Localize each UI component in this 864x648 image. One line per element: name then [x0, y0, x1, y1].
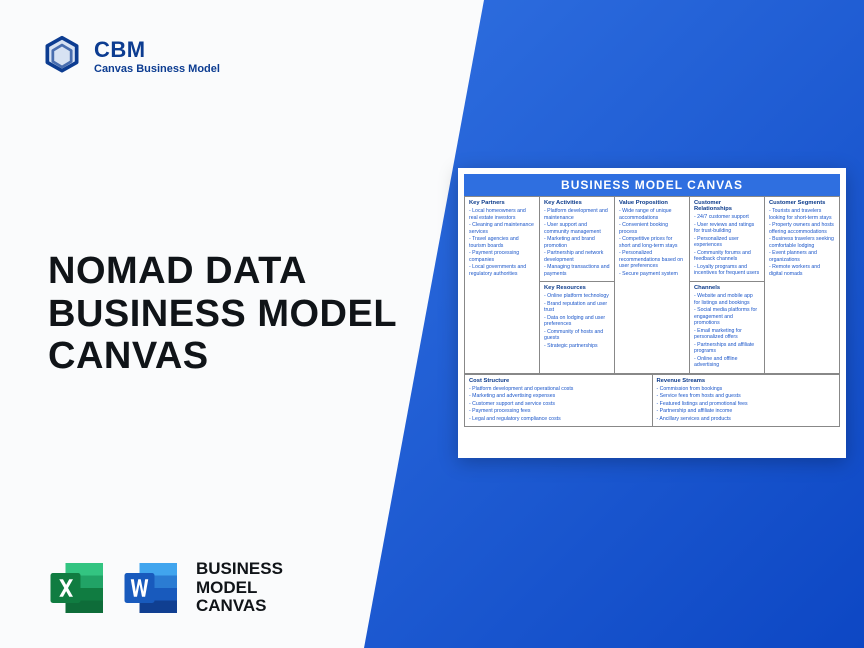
word-icon [122, 558, 182, 618]
list-item: Secure payment system [619, 271, 685, 278]
list-item: Cleaning and maintenance services [469, 222, 535, 235]
apps-label: BUSINESS MODEL CANVAS [196, 560, 283, 616]
list-item: Marketing and brand promotion [544, 236, 610, 249]
list-item: User support and community management [544, 222, 610, 235]
list-item: Event planners and organizations [769, 250, 835, 263]
list-item: Managing transactions and payments [544, 264, 610, 277]
label-revenue-streams: Revenue Streams [657, 378, 836, 384]
list-item: Convenient booking process [619, 222, 685, 235]
list-item: Brand reputation and user trust [544, 301, 610, 314]
canvas-document: BUSINESS MODEL CANVAS Key Partners Local… [458, 168, 846, 458]
list-item: Competitive prices for short and long-te… [619, 236, 685, 249]
label-key-partners: Key Partners [469, 200, 535, 206]
list-item: Wide range of unique accommodations [619, 208, 685, 221]
list-item: Partnership and network development [544, 250, 610, 263]
cell-key-partners: Key Partners Local homeowners and real e… [465, 197, 540, 374]
list-item: Local homeowners and real estate investo… [469, 208, 535, 221]
cell-value-proposition: Value Proposition Wide range of unique a… [615, 197, 690, 374]
label-channels: Channels [694, 285, 760, 291]
label-customer-relationships: Customer Relationships [694, 200, 760, 212]
list-item: Service fees from hosts and guests [657, 393, 836, 400]
list-item: User reviews and ratings for trust-build… [694, 222, 760, 235]
list-item: Travel agencies and tourism boards [469, 236, 535, 249]
list-item: Platform development and maintenance [544, 208, 610, 221]
list-item: Property owners and hosts offering accom… [769, 222, 835, 235]
headline-line-1: NOMAD DATA [48, 250, 397, 293]
apps-label-line-3: CANVAS [196, 597, 283, 616]
list-item: Marketing and advertising expenses [469, 393, 648, 400]
label-customer-segments: Customer Segments [769, 200, 835, 206]
list-item: Community forums and feedback channels [694, 250, 760, 263]
label-value-proposition: Value Proposition [619, 200, 685, 206]
list-item: Legal and regulatory compliance costs [469, 416, 648, 423]
label-key-activities: Key Activities [544, 200, 610, 206]
logo-abbr: CBM [94, 37, 220, 63]
list-item: Tourists and travelers looking for short… [769, 208, 835, 221]
list-item: Data on lodging and user preferences [544, 315, 610, 328]
label-key-resources: Key Resources [544, 285, 610, 291]
headline-line-2: BUSINESS MODEL [48, 293, 397, 336]
label-cost-structure: Cost Structure [469, 378, 648, 384]
app-icons-row: BUSINESS MODEL CANVAS [48, 558, 283, 618]
list-item: Platform development and operational cos… [469, 386, 648, 393]
apps-label-line-1: BUSINESS [196, 560, 283, 579]
list-item: Strategic partnerships [544, 343, 610, 350]
cell-key-activities: Key Activities Platform development and … [540, 197, 615, 282]
cell-key-resources: Key Resources Online platform technology… [540, 282, 615, 374]
cell-customer-relationships: Customer Relationships 24/7 customer sup… [690, 197, 765, 282]
canvas-grid: Key Partners Local homeowners and real e… [464, 196, 840, 374]
list-item: Online platform technology [544, 293, 610, 300]
headline-line-3: CANVAS [48, 335, 397, 378]
canvas-bottom-grid: Cost Structure Platform development and … [464, 374, 840, 428]
list-item: Business travelers seeking comfortable l… [769, 236, 835, 249]
page-headline: NOMAD DATA BUSINESS MODEL CANVAS [48, 250, 397, 378]
list-item: Local governments and regulatory authori… [469, 264, 535, 277]
list-item: Partnership and affiliate income [657, 408, 836, 415]
apps-label-line-2: MODEL [196, 579, 283, 598]
list-item: Featured listings and promotional fees [657, 401, 836, 408]
list-item: Community of hosts and guests [544, 329, 610, 342]
cell-cost-structure: Cost Structure Platform development and … [465, 374, 653, 427]
list-item: Website and mobile app for listings and … [694, 293, 760, 306]
cbm-hex-icon [40, 34, 84, 78]
list-item: Customer support and service costs [469, 401, 648, 408]
list-item: 24/7 customer support [694, 214, 760, 221]
list-item: Online and offline advertising [694, 356, 760, 369]
canvas-title: BUSINESS MODEL CANVAS [464, 174, 840, 196]
list-item: Commission from bookings [657, 386, 836, 393]
cell-revenue-streams: Revenue Streams Commission from bookings… [652, 374, 840, 427]
list-item: Payment processing fees [469, 408, 648, 415]
brand-logo: CBM Canvas Business Model [40, 34, 220, 78]
list-item: Social media platforms for engagement an… [694, 307, 760, 327]
list-item: Payment processing companies [469, 250, 535, 263]
list-item: Personalized user experiences [694, 236, 760, 249]
list-item: Personalized recommendations based on us… [619, 250, 685, 270]
excel-icon [48, 558, 108, 618]
list-item: Loyalty programs and incentives for freq… [694, 264, 760, 277]
list-item: Email marketing for personalized offers [694, 328, 760, 341]
cell-customer-segments: Customer Segments Tourists and travelers… [765, 197, 840, 374]
list-item: Partnerships and affiliate programs [694, 342, 760, 355]
list-item: Remote workers and digital nomads [769, 264, 835, 277]
logo-full: Canvas Business Model [94, 63, 220, 75]
list-item: Ancillary services and products [657, 416, 836, 423]
cell-channels: Channels Website and mobile app for list… [690, 282, 765, 374]
